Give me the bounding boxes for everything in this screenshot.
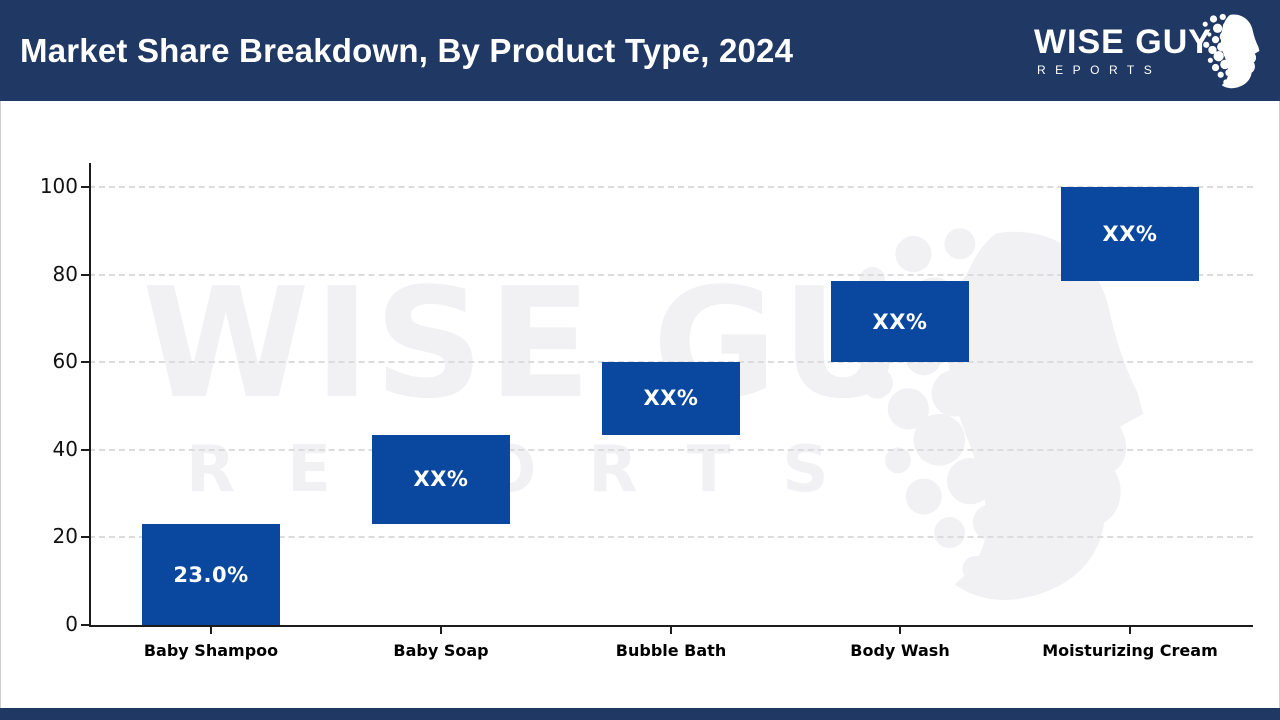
bar-value-label: XX%	[413, 467, 469, 492]
grid-line-100	[89, 186, 1253, 189]
bar-value-label: XX%	[872, 309, 928, 334]
logo-name-text: WISE GUY	[1033, 22, 1212, 61]
x-tick-mark-5	[1129, 627, 1131, 634]
y-tick-mark-100	[81, 186, 90, 189]
grid-line-40	[89, 448, 1253, 451]
grid-line-20	[89, 536, 1253, 539]
bar-baby-shampoo: 23.0%	[142, 524, 280, 625]
grid-line-80	[89, 273, 1253, 276]
y-tick-mark-20	[81, 536, 90, 539]
footer-bar	[0, 708, 1280, 720]
y-tick-label-20: 20	[52, 524, 78, 549]
y-tick-label-40: 40	[52, 436, 78, 461]
x-tick-mark-3	[670, 627, 672, 634]
x-category-label-4: Body Wash	[850, 641, 950, 660]
x-tick-mark-2	[440, 627, 442, 634]
y-axis-line	[89, 163, 91, 627]
bar-value-label: XX%	[1102, 222, 1158, 247]
chart-title: Market Share Breakdown, By Product Type,…	[20, 31, 794, 69]
x-tick-mark-1	[210, 627, 212, 634]
y-tick-mark-0	[81, 624, 90, 626]
y-tick-label-60: 60	[52, 349, 78, 374]
y-tick-label-80: 80	[52, 261, 78, 286]
header-bar: Market Share Breakdown, By Product Type,…	[0, 0, 1280, 101]
bar-body-wash: XX%	[831, 281, 969, 363]
bar-baby-soap: XX%	[372, 434, 510, 525]
bar-value-label: 23.0%	[173, 562, 249, 587]
y-tick-label-0: 0	[65, 612, 78, 636]
x-category-label-5: Moisturizing Cream	[1042, 641, 1218, 660]
logo-dotted-head-icon	[1202, 13, 1260, 88]
bar-moisturizing-cream: XX%	[1061, 187, 1199, 282]
x-category-label-2: Baby Soap	[393, 641, 489, 660]
y-tick-label-100: 100	[39, 174, 78, 199]
y-tick-mark-40	[81, 448, 90, 451]
x-category-label-1: Baby Shampoo	[143, 641, 279, 660]
bar-value-label: XX%	[643, 386, 699, 411]
x-category-label-3: Bubble Bath	[615, 641, 727, 660]
logo-tagline-text: REPORTS	[1036, 62, 1162, 77]
x-tick-mark-4	[899, 627, 901, 634]
y-tick-mark-60	[81, 361, 90, 364]
bar-bubble-bath: XX%	[602, 362, 740, 435]
x-axis-line	[89, 625, 1253, 627]
wise-guy-reports-logo: WISE GUY REPORTS	[1034, 11, 1262, 91]
y-tick-mark-80	[81, 273, 90, 276]
